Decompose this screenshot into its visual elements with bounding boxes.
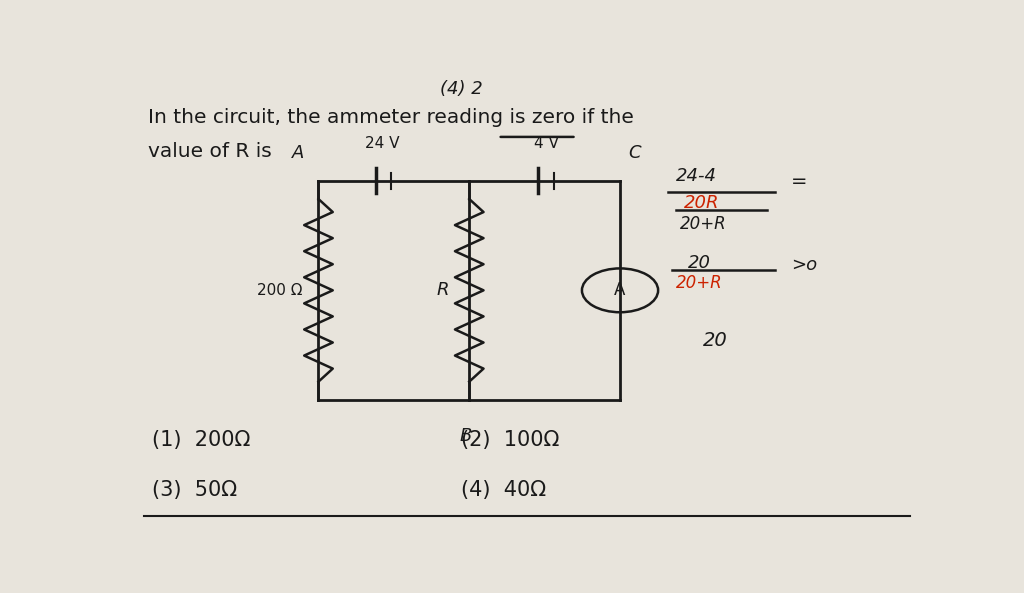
Text: (4) 2: (4) 2: [440, 80, 482, 98]
Text: (1)  200Ω: (1) 200Ω: [152, 429, 250, 449]
Text: A: A: [293, 145, 305, 162]
Text: (4)  40Ω: (4) 40Ω: [461, 480, 547, 500]
Text: 24 V: 24 V: [365, 136, 399, 151]
Text: 20: 20: [703, 331, 728, 350]
Text: 20+R: 20+R: [680, 215, 726, 233]
Text: In the circuit, the ammeter reading is zero if the: In the circuit, the ammeter reading is z…: [147, 108, 634, 127]
Text: C: C: [628, 145, 641, 162]
Text: >o: >o: [791, 256, 817, 274]
Text: =: =: [791, 171, 807, 190]
Text: 20R: 20R: [684, 195, 719, 212]
Text: (3)  50Ω: (3) 50Ω: [152, 480, 237, 500]
Text: value of R is: value of R is: [147, 142, 271, 161]
Text: R: R: [437, 281, 450, 299]
Text: (2)  100Ω: (2) 100Ω: [461, 429, 560, 449]
Text: 4 V: 4 V: [534, 136, 559, 151]
Text: 20+R: 20+R: [676, 275, 722, 292]
Text: B: B: [459, 428, 471, 445]
Text: A: A: [614, 281, 626, 299]
Text: 20: 20: [687, 254, 711, 272]
Text: 200 Ω: 200 Ω: [257, 283, 303, 298]
Text: 24-4: 24-4: [676, 167, 717, 185]
